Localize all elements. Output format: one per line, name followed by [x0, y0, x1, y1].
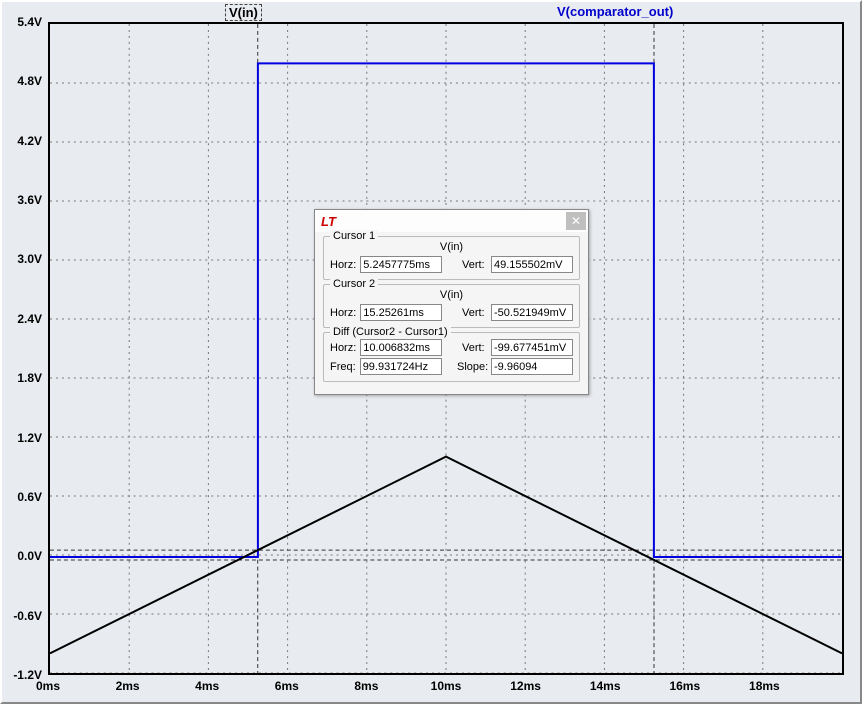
x-axis: 0ms2ms4ms6ms8ms10ms12ms14ms16ms18ms [48, 677, 844, 699]
y-axis: 5.4V4.8V4.2V3.6V3.0V2.4V1.8V1.2V0.6V0.0V… [2, 22, 46, 675]
y-tick-label: 2.4V [17, 312, 42, 326]
cursor2-vert-input[interactable] [491, 304, 573, 321]
cursor1-trace-label: V(in) [330, 241, 573, 253]
dialog-titlebar[interactable]: LT ✕ [315, 210, 588, 232]
y-tick-label: 0.6V [17, 490, 42, 504]
x-tick-label: 16ms [669, 679, 700, 693]
cursor-dialog[interactable]: LT ✕ Cursor 1 V(in) Horz: Vert: Cursor 2… [314, 209, 589, 395]
cursor1-legend: Cursor 1 [330, 230, 378, 242]
diff-freq-label: Freq: [330, 361, 356, 373]
cursor1-group: Cursor 1 V(in) Horz: Vert: [323, 236, 580, 280]
x-tick-label: 2ms [116, 679, 140, 693]
y-tick-label: 3.0V [17, 252, 42, 266]
cursor2-trace-label: V(in) [330, 289, 573, 301]
diff-freq-input[interactable] [360, 358, 442, 375]
x-tick-label: 8ms [354, 679, 378, 693]
cursor2-horz-label: Horz: [330, 307, 356, 319]
diff-horz-label: Horz: [330, 342, 356, 354]
x-tick-label: 4ms [195, 679, 219, 693]
y-tick-label: 5.4V [17, 15, 42, 29]
diff-vert-input[interactable] [491, 339, 573, 356]
close-icon[interactable]: ✕ [566, 212, 586, 230]
x-tick-label: 0ms [36, 679, 60, 693]
trace-label-vin[interactable]: V(in) [225, 4, 262, 21]
y-tick-label: -0.6V [13, 609, 42, 623]
y-tick-label: 1.2V [17, 431, 42, 445]
cursor2-group: Cursor 2 V(in) Horz: Vert: [323, 284, 580, 328]
cursor1-vert-input[interactable] [491, 256, 573, 273]
diff-vert-label: Vert: [462, 342, 487, 354]
x-tick-label: 6ms [275, 679, 299, 693]
trace-labels: V(in) V(comparator_out) [2, 4, 860, 22]
x-tick-label: 14ms [590, 679, 621, 693]
x-tick-label: 18ms [749, 679, 780, 693]
diff-slope-label: Slope: [457, 361, 487, 373]
diff-slope-input[interactable] [491, 358, 573, 375]
dialog-logo-icon: LT [321, 214, 336, 229]
diff-group: Diff (Cursor2 - Cursor1) Horz: Vert: Fre… [323, 332, 580, 382]
y-tick-label: 3.6V [17, 193, 42, 207]
cursor1-horz-input[interactable] [360, 256, 442, 273]
cursor2-vert-label: Vert: [462, 307, 487, 319]
cursor1-vert-label: Vert: [462, 259, 487, 271]
cursor2-legend: Cursor 2 [330, 278, 378, 290]
cursor1-horz-label: Horz: [330, 259, 356, 271]
y-tick-label: 4.2V [17, 134, 42, 148]
y-tick-label: 1.8V [17, 371, 42, 385]
y-tick-label: 4.8V [17, 74, 42, 88]
cursor2-horz-input[interactable] [360, 304, 442, 321]
diff-horz-input[interactable] [360, 339, 442, 356]
x-tick-label: 12ms [510, 679, 541, 693]
x-tick-label: 10ms [431, 679, 462, 693]
trace-label-vcomp[interactable]: V(comparator_out) [557, 4, 673, 19]
diff-legend: Diff (Cursor2 - Cursor1) [330, 326, 451, 338]
y-tick-label: 0.0V [17, 549, 42, 563]
dialog-body: Cursor 1 V(in) Horz: Vert: Cursor 2 V(in… [315, 232, 588, 394]
